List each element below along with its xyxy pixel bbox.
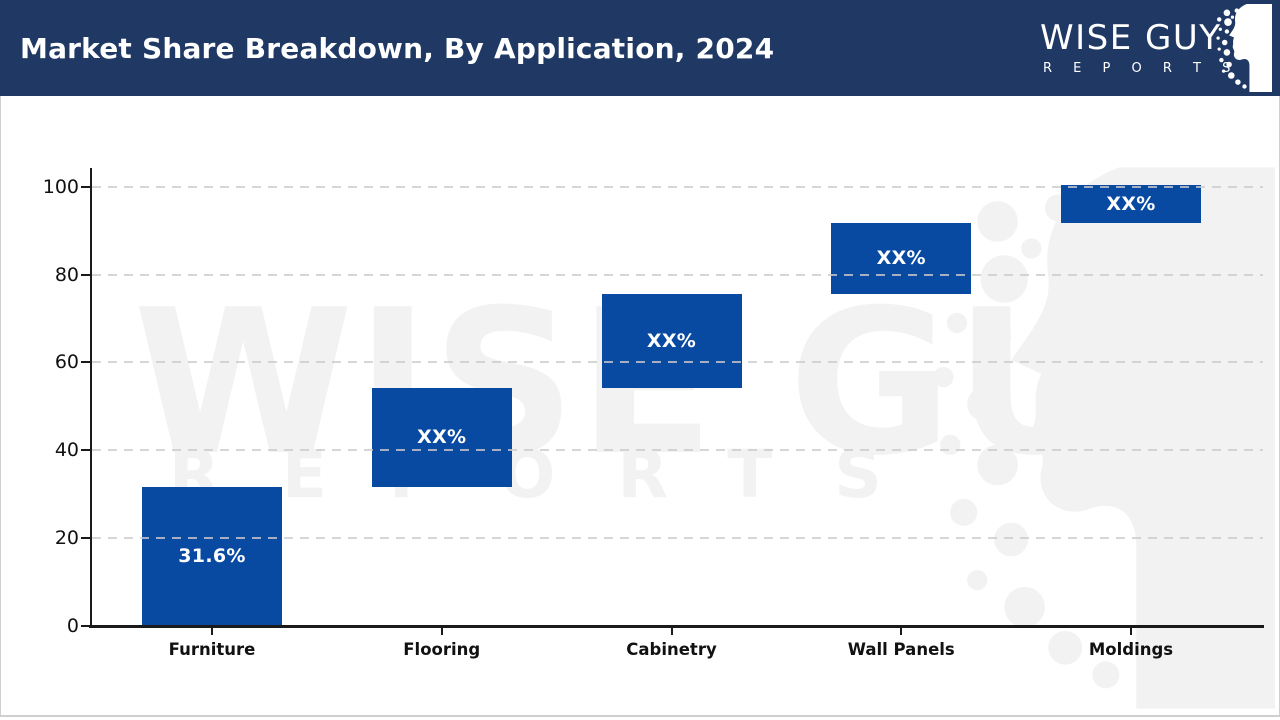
bar-value-label: XX% [646,329,697,352]
bar-segment [371,387,512,487]
chart-area: WISE GUY REPORTS 0 20 40 60 80 100 31.6% Furnit… [0,96,1280,717]
x-tick-mark [1130,627,1132,635]
y-tick-mark [81,624,90,627]
y-tick-label: 60 [54,351,79,374]
bar-segment [1061,185,1201,223]
bar-value-label: XX% [876,247,926,270]
y-tick-label: 100 [42,175,79,198]
y-tick-label: 20 [54,526,79,549]
brand-logo-text: WISE GUY R E P O R T S [1040,18,1239,76]
bar-segment [831,222,972,294]
x-tick-mark [211,627,213,635]
header-bar: Market Share Breakdown, By Application, … [0,0,1280,96]
x-category-label: Wall Panels [847,640,955,659]
watermark-subword: REPORTS [169,436,944,513]
y-tick-label: 0 [66,614,79,637]
bar-value-label: 31.6% [178,545,246,568]
brand-subname: R E P O R T S [1043,61,1239,76]
y-tick-mark [81,536,90,539]
y-tick-mark [81,361,90,364]
bar-value-label: XX% [1106,193,1156,216]
x-tick-mark [440,627,443,635]
brand-name: WISE GUY [1040,18,1222,58]
x-axis-spine [89,625,1264,628]
y-tick-mark [81,273,90,276]
y-tick-mark [81,185,90,188]
gridline [92,449,1263,451]
y-tick-label: 40 [54,439,79,461]
y-tick-label: 80 [54,263,79,286]
gridline [92,536,1263,539]
x-tick-mark [900,627,903,635]
brand-face-icon [1216,4,1272,92]
gridline [92,185,1263,188]
brand-logo: WISE GUY R E P O R T S [1018,0,1280,96]
bar-value-label: XX% [417,426,467,449]
gridline [92,361,1263,364]
bar-segment [142,486,282,626]
gridline [92,273,1263,276]
x-category-label: Furniture [168,640,256,659]
x-category-label: Flooring [403,640,481,659]
x-category-label: Cabinetry [626,640,717,659]
y-axis-spine [90,168,92,628]
page-title: Market Share Breakdown, By Application, … [20,31,775,65]
x-tick-mark [670,627,673,635]
bar-segment [601,293,742,388]
x-category-label: Moldings [1088,640,1174,659]
y-tick-mark [81,449,90,451]
